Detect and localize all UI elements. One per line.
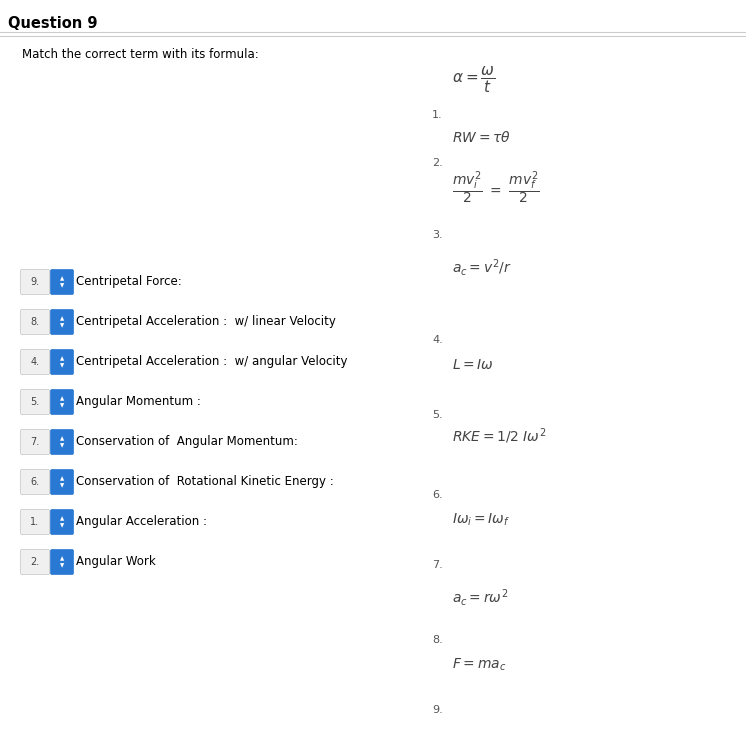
FancyBboxPatch shape xyxy=(20,309,49,335)
Text: 4.: 4. xyxy=(432,335,442,345)
Text: ▲: ▲ xyxy=(60,316,64,321)
Text: ▼: ▼ xyxy=(60,323,64,328)
Text: 2.: 2. xyxy=(31,557,40,567)
Text: Centripetal Acceleration :  w/ linear Velocity: Centripetal Acceleration : w/ linear Vel… xyxy=(76,315,336,329)
Text: ▲: ▲ xyxy=(60,476,64,481)
Text: $a_c = v^2/r$: $a_c = v^2/r$ xyxy=(452,258,512,279)
Text: ▲: ▲ xyxy=(60,516,64,521)
Text: 6.: 6. xyxy=(31,477,40,487)
FancyBboxPatch shape xyxy=(51,309,74,335)
Text: 8.: 8. xyxy=(31,317,40,327)
Text: $F = ma_c$: $F = ma_c$ xyxy=(452,657,507,673)
Text: Angular Acceleration :: Angular Acceleration : xyxy=(76,515,207,529)
Text: 7.: 7. xyxy=(31,437,40,447)
FancyBboxPatch shape xyxy=(51,509,74,535)
FancyBboxPatch shape xyxy=(51,389,74,414)
FancyBboxPatch shape xyxy=(20,389,49,414)
Text: ▲: ▲ xyxy=(60,556,64,561)
FancyBboxPatch shape xyxy=(51,550,74,574)
FancyBboxPatch shape xyxy=(20,350,49,374)
Text: 5.: 5. xyxy=(432,410,442,420)
FancyBboxPatch shape xyxy=(20,470,49,494)
Text: Question 9: Question 9 xyxy=(8,16,98,31)
FancyBboxPatch shape xyxy=(51,470,74,494)
Text: $a_c = r\omega^2$: $a_c = r\omega^2$ xyxy=(452,587,509,608)
Text: 8.: 8. xyxy=(432,635,442,645)
Text: $\alpha = \dfrac{\omega}{t}$: $\alpha = \dfrac{\omega}{t}$ xyxy=(452,65,495,95)
FancyBboxPatch shape xyxy=(20,429,49,455)
FancyBboxPatch shape xyxy=(51,270,74,294)
Text: 5.: 5. xyxy=(31,397,40,407)
Text: 1.: 1. xyxy=(31,517,40,527)
Text: Centripetal Force:: Centripetal Force: xyxy=(76,276,182,288)
Text: 3.: 3. xyxy=(432,230,442,240)
Text: Conservation of  Angular Momentum:: Conservation of Angular Momentum: xyxy=(76,435,298,449)
Text: Angular Work: Angular Work xyxy=(76,556,156,568)
FancyBboxPatch shape xyxy=(51,350,74,374)
Text: $I\omega_i = I\omega_f$: $I\omega_i = I\omega_f$ xyxy=(452,512,510,528)
Text: ▲: ▲ xyxy=(60,356,64,361)
FancyBboxPatch shape xyxy=(51,429,74,455)
Text: $RW = \tau\theta$: $RW = \tau\theta$ xyxy=(452,130,511,145)
Text: ▼: ▼ xyxy=(60,283,64,288)
Text: ▼: ▼ xyxy=(60,363,64,368)
FancyBboxPatch shape xyxy=(20,509,49,535)
Text: ▼: ▼ xyxy=(60,443,64,448)
Text: 6.: 6. xyxy=(432,490,442,500)
Text: Centripetal Acceleration :  w/ angular Velocity: Centripetal Acceleration : w/ angular Ve… xyxy=(76,356,348,369)
Text: ▼: ▼ xyxy=(60,403,64,408)
Text: ▼: ▼ xyxy=(60,563,64,568)
Text: $\dfrac{mv_i^2}{2}\ =\ \dfrac{mv_f^2}{2}$: $\dfrac{mv_i^2}{2}\ =\ \dfrac{mv_f^2}{2}… xyxy=(452,169,539,207)
Text: Match the correct term with its formula:: Match the correct term with its formula: xyxy=(22,49,259,61)
Text: 2.: 2. xyxy=(432,158,442,168)
Text: $RKE = 1/2\ I\omega^2$: $RKE = 1/2\ I\omega^2$ xyxy=(452,426,547,446)
Text: 9.: 9. xyxy=(31,277,40,287)
FancyBboxPatch shape xyxy=(20,270,49,294)
Text: 1.: 1. xyxy=(432,110,442,120)
Text: 7.: 7. xyxy=(432,560,442,570)
Text: $L = I\omega$: $L = I\omega$ xyxy=(452,358,494,372)
FancyBboxPatch shape xyxy=(20,550,49,574)
Text: ▼: ▼ xyxy=(60,523,64,528)
Text: Conservation of  Rotational Kinetic Energy :: Conservation of Rotational Kinetic Energ… xyxy=(76,476,333,488)
Text: ▲: ▲ xyxy=(60,436,64,441)
Text: 9.: 9. xyxy=(432,705,442,715)
Text: 4.: 4. xyxy=(31,357,40,367)
Text: ▲: ▲ xyxy=(60,276,64,281)
Text: ▼: ▼ xyxy=(60,483,64,488)
Text: ▲: ▲ xyxy=(60,396,64,401)
Text: Angular Momentum :: Angular Momentum : xyxy=(76,395,201,408)
